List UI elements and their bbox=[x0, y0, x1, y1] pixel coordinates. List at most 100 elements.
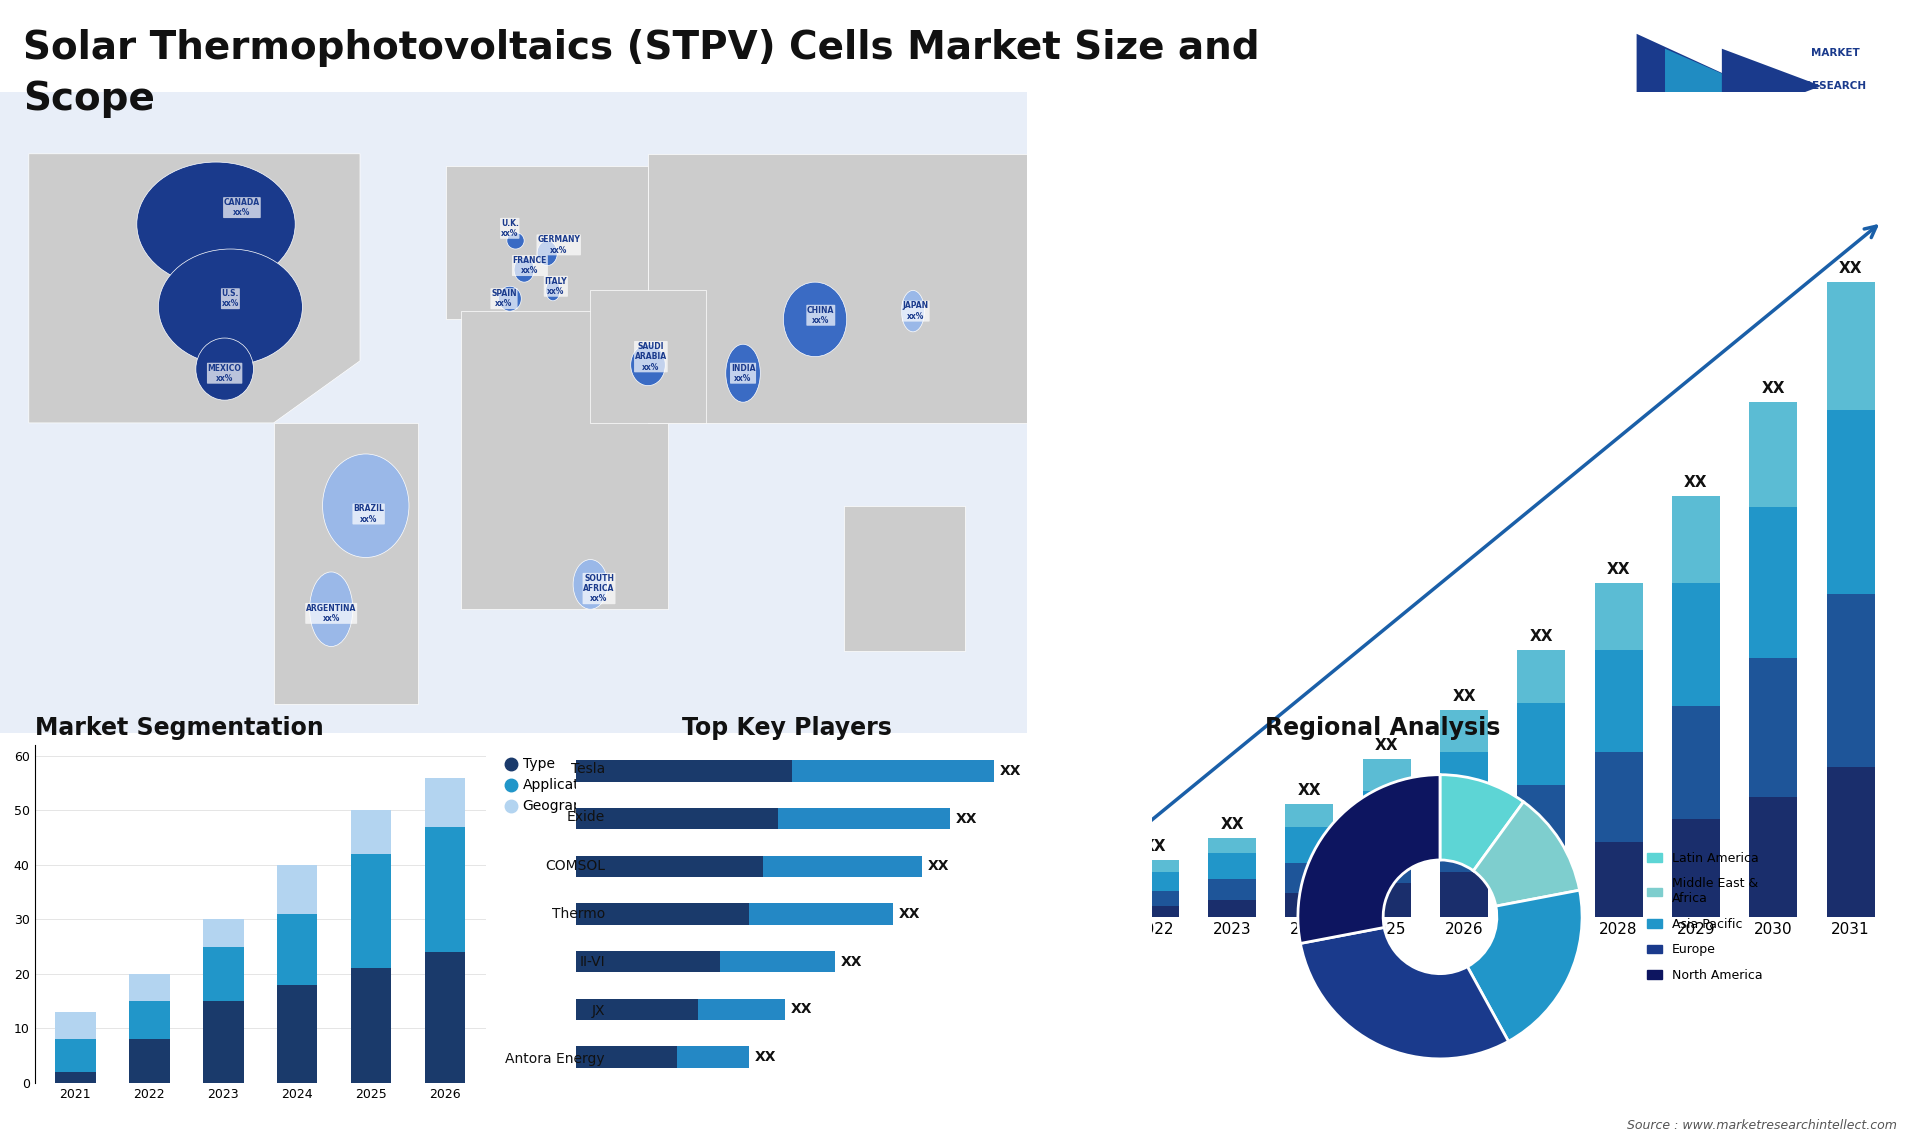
Text: XX: XX bbox=[927, 860, 948, 873]
Bar bbox=[424, 952, 465, 1083]
Text: BRAZIL
xx%: BRAZIL xx% bbox=[353, 504, 384, 524]
Polygon shape bbox=[29, 154, 361, 423]
Ellipse shape bbox=[159, 249, 303, 364]
Text: XX: XX bbox=[1066, 861, 1089, 876]
Bar bbox=[1054, 889, 1102, 901]
Ellipse shape bbox=[136, 162, 296, 286]
Bar bbox=[1131, 872, 1179, 890]
Bar bbox=[1440, 872, 1488, 917]
Text: XX: XX bbox=[1761, 382, 1786, 397]
FancyBboxPatch shape bbox=[1622, 11, 1907, 160]
Text: XX: XX bbox=[1000, 764, 1021, 778]
Bar bbox=[1596, 650, 1644, 752]
Bar bbox=[576, 808, 778, 830]
Text: Top Key Players: Top Key Players bbox=[682, 716, 891, 740]
Bar bbox=[1363, 791, 1411, 839]
Bar bbox=[1054, 881, 1102, 889]
Text: CANADA
xx%: CANADA xx% bbox=[225, 198, 259, 218]
Bar bbox=[1284, 863, 1332, 893]
Polygon shape bbox=[447, 166, 649, 320]
Wedge shape bbox=[1440, 775, 1524, 871]
Bar bbox=[720, 951, 835, 972]
Bar bbox=[1363, 759, 1411, 791]
Bar bbox=[1208, 879, 1256, 901]
Ellipse shape bbox=[309, 572, 353, 646]
Text: JAPAN
xx%: JAPAN xx% bbox=[902, 301, 929, 321]
Bar bbox=[1517, 785, 1565, 857]
Polygon shape bbox=[275, 423, 419, 705]
Bar bbox=[424, 826, 465, 952]
Bar bbox=[204, 947, 244, 1002]
Bar bbox=[576, 1046, 676, 1068]
Bar bbox=[576, 903, 749, 925]
Bar bbox=[1749, 402, 1797, 508]
Bar bbox=[791, 760, 995, 782]
Text: XX: XX bbox=[956, 811, 977, 825]
Bar bbox=[1749, 796, 1797, 917]
Ellipse shape bbox=[515, 258, 534, 282]
Bar bbox=[129, 1002, 169, 1039]
Text: Solar Thermophotovoltaics (STPV) Cells Market Size and: Solar Thermophotovoltaics (STPV) Cells M… bbox=[23, 29, 1260, 66]
Bar bbox=[1208, 901, 1256, 917]
Ellipse shape bbox=[632, 344, 666, 386]
Text: XX: XX bbox=[1221, 817, 1244, 832]
Bar bbox=[1826, 282, 1874, 410]
Text: Thermo: Thermo bbox=[551, 906, 605, 921]
Bar bbox=[276, 984, 317, 1083]
Polygon shape bbox=[845, 505, 966, 651]
Bar bbox=[1672, 706, 1720, 819]
Text: XX: XX bbox=[1607, 562, 1630, 576]
Text: XX: XX bbox=[1375, 738, 1398, 753]
Bar bbox=[1284, 804, 1332, 826]
Ellipse shape bbox=[545, 280, 561, 300]
Bar bbox=[1208, 853, 1256, 879]
Text: SAUDI
ARABIA
xx%: SAUDI ARABIA xx% bbox=[636, 342, 666, 371]
Wedge shape bbox=[1300, 927, 1509, 1059]
Bar bbox=[576, 951, 720, 972]
Bar bbox=[1440, 711, 1488, 752]
Bar bbox=[676, 1046, 749, 1068]
Text: COMSOL: COMSOL bbox=[545, 858, 605, 872]
Bar bbox=[56, 1012, 96, 1039]
Ellipse shape bbox=[902, 290, 925, 332]
Bar bbox=[1284, 826, 1332, 863]
Text: XX: XX bbox=[899, 906, 920, 921]
Text: Regional Analysis: Regional Analysis bbox=[1265, 716, 1500, 740]
Bar bbox=[1054, 909, 1102, 917]
Text: XX: XX bbox=[1452, 689, 1476, 705]
Bar bbox=[351, 810, 392, 854]
Text: Exide: Exide bbox=[566, 810, 605, 824]
Bar bbox=[1517, 650, 1565, 702]
Text: Antora Energy: Antora Energy bbox=[505, 1052, 605, 1066]
Bar bbox=[576, 998, 699, 1020]
Bar bbox=[1596, 582, 1644, 650]
Bar bbox=[1672, 582, 1720, 706]
Bar bbox=[764, 856, 922, 877]
Text: ITALY
xx%: ITALY xx% bbox=[545, 276, 566, 296]
Bar bbox=[1517, 702, 1565, 785]
Text: U.S.
xx%: U.S. xx% bbox=[221, 289, 240, 308]
Bar bbox=[1749, 658, 1797, 796]
Text: XX: XX bbox=[1839, 261, 1862, 276]
Polygon shape bbox=[461, 311, 668, 610]
Text: XX: XX bbox=[791, 1003, 812, 1017]
Bar bbox=[1440, 752, 1488, 816]
Bar bbox=[56, 1072, 96, 1083]
Bar bbox=[351, 854, 392, 968]
Bar bbox=[129, 974, 169, 1002]
Text: ARGENTINA
xx%: ARGENTINA xx% bbox=[305, 604, 357, 623]
Text: Scope: Scope bbox=[23, 80, 156, 118]
Text: U.K.
xx%: U.K. xx% bbox=[501, 219, 518, 238]
Bar bbox=[1054, 901, 1102, 909]
Wedge shape bbox=[1298, 775, 1440, 943]
Polygon shape bbox=[1636, 33, 1751, 139]
Bar bbox=[699, 998, 785, 1020]
Text: INDIA
xx%: INDIA xx% bbox=[732, 363, 755, 383]
Bar bbox=[778, 808, 950, 830]
Bar bbox=[204, 919, 244, 947]
Text: SPAIN
xx%: SPAIN xx% bbox=[492, 289, 516, 308]
Bar bbox=[1596, 841, 1644, 917]
Bar bbox=[1672, 496, 1720, 582]
Bar bbox=[1131, 890, 1179, 905]
Bar bbox=[1749, 508, 1797, 658]
